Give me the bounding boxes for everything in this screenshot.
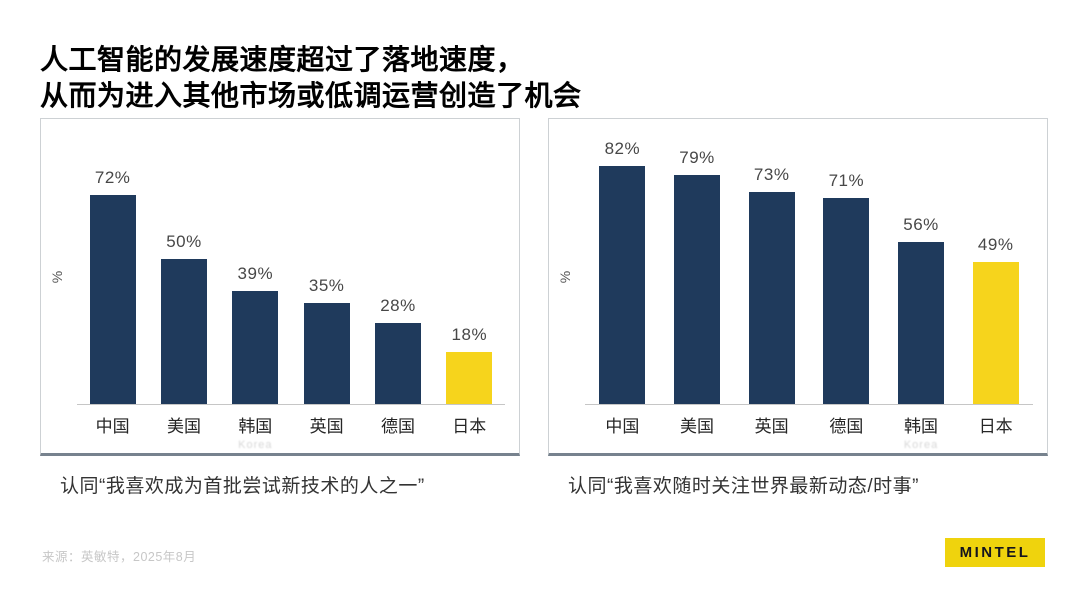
bar-column: 71% xyxy=(809,171,884,404)
bar xyxy=(599,166,646,404)
x-tick-label: 英国 xyxy=(754,417,789,436)
x-tick-label: 韩国 Korea xyxy=(884,417,959,451)
bar-column: 56% xyxy=(884,215,959,404)
bar-column: 39% xyxy=(220,264,291,404)
chart-panel-right: % 82% 79% 73% 71% 56% 49% 中国 美国 英国 德国 韩国 Korea 日本 xyxy=(548,118,1048,456)
chart-caption-right: 认同“我喜欢随时关注世界最新动态/时事” xyxy=(568,476,919,497)
bar xyxy=(446,351,493,404)
bar-column: 35% xyxy=(291,275,362,404)
bar-value-label: 73% xyxy=(753,165,790,185)
bar-column: 18% xyxy=(434,325,505,404)
bar-column: 50% xyxy=(148,232,219,404)
bar xyxy=(232,290,279,404)
bar-value-label: 39% xyxy=(237,263,274,283)
y-axis-label: % xyxy=(49,270,66,284)
bar-column: 79% xyxy=(660,148,735,404)
x-tick-label: 日本 xyxy=(452,417,487,436)
x-tick-label: 中国 xyxy=(605,417,640,436)
x-tick-label: 德国 xyxy=(380,417,415,436)
bar xyxy=(823,198,870,404)
bar xyxy=(972,261,1019,404)
bar xyxy=(374,322,421,404)
bar-value-label: 35% xyxy=(308,275,345,295)
mintel-logo: MINTEL xyxy=(945,538,1045,567)
bar-value-label: 79% xyxy=(679,147,715,167)
bar-value-label: 82% xyxy=(604,139,641,159)
bar-value-label: 56% xyxy=(903,214,939,234)
x-tick-label: 中国 xyxy=(95,417,130,436)
bar-value-label: 28% xyxy=(380,295,416,315)
bar-column: 49% xyxy=(958,235,1033,404)
bar-plot-left: 72% 50% 39% 35% 28% 18% xyxy=(77,149,505,405)
bar xyxy=(748,192,795,404)
bar xyxy=(674,174,720,404)
bar-value-label: 71% xyxy=(828,171,865,191)
x-tick-label: 德国 xyxy=(829,417,864,436)
x-tick-label: 英国 xyxy=(309,417,344,436)
page-title: 人工智能的发展速度超过了落地速度， 从而为进入其他市场或低调运营创造了机会 xyxy=(40,42,582,115)
bar-value-label: 49% xyxy=(977,234,1014,254)
x-axis-labels-left: 中国 美国 韩国 Korea 英国 德国 日本 xyxy=(77,405,505,451)
bar-column: 72% xyxy=(77,168,148,404)
bar-value-label: 18% xyxy=(451,324,488,344)
x-tick-label: 日本 xyxy=(978,417,1013,436)
ghost-korea-label: Korea xyxy=(903,438,939,451)
x-axis-labels-right: 中国 美国 英国 德国 韩国 Korea 日本 xyxy=(585,405,1033,451)
x-tick-label: 美国 xyxy=(166,417,201,436)
chart-caption-left: 认同“我喜欢成为首批尝试新技术的人之一” xyxy=(60,476,425,497)
bar xyxy=(160,259,207,404)
chart-panel-left: % 72% 50% 39% 35% 28% 18% 中国 美国 韩国 Korea 英国 德国 日本 xyxy=(40,118,520,456)
bar-column: 82% xyxy=(585,139,660,404)
ghost-korea-label: Korea xyxy=(238,438,273,451)
bar-column: 73% xyxy=(734,165,809,404)
x-tick-label: 韩国 Korea xyxy=(220,417,291,451)
bar-value-label: 72% xyxy=(94,168,131,188)
bar-plot-right: 82% 79% 73% 71% 56% 49% xyxy=(585,139,1033,405)
title-line-2: 从而为进入其他市场或低调运营创造了机会 xyxy=(40,80,582,112)
y-axis-label: % xyxy=(557,270,574,284)
title-line-1: 人工智能的发展速度超过了落地速度， xyxy=(40,44,525,75)
bar xyxy=(898,241,945,404)
charts-row: % 72% 50% 39% 35% 28% 18% 中国 美国 韩国 Korea 英国 德国 日本 认… xyxy=(40,118,1048,498)
source-note: 来源：英敏特，2025年8月 xyxy=(42,550,197,564)
bar-column: 28% xyxy=(362,296,433,404)
chart-block-right: % 82% 79% 73% 71% 56% 49% 中国 美国 英国 德国 韩国 Korea 日本 认… xyxy=(548,118,1048,498)
chart-block-left: % 72% 50% 39% 35% 28% 18% 中国 美国 韩国 Korea 英国 德国 日本 认… xyxy=(40,118,520,498)
x-tick-label: 美国 xyxy=(680,417,714,436)
bar xyxy=(303,302,350,404)
bar xyxy=(89,195,136,404)
bar-value-label: 50% xyxy=(166,232,202,251)
